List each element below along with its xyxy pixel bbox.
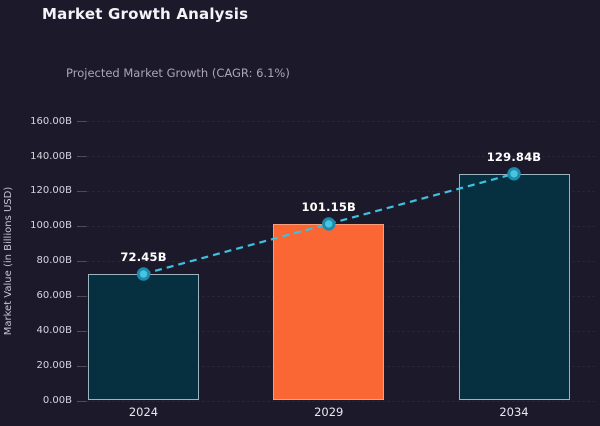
y-tickmark	[77, 400, 87, 402]
y-tick-label: 140.00B	[30, 150, 72, 162]
bar-2024	[88, 274, 199, 401]
gridline	[77, 121, 595, 123]
y-tickmark	[77, 121, 87, 123]
y-tickmark	[77, 156, 87, 158]
y-tickmark	[77, 330, 87, 332]
y-tick-label: 20.00B	[36, 360, 73, 372]
value-label-2029: 101.15B	[301, 199, 357, 214]
y-tick-label: 120.00B	[30, 185, 72, 197]
y-tickmark	[77, 260, 87, 262]
value-label-2024: 72.45B	[120, 250, 167, 264]
y-tick-label: 60.00B	[36, 290, 73, 302]
y-tickmark	[77, 190, 87, 192]
chart-subtitle: Projected Market Growth (CAGR: 6.1%)	[66, 66, 290, 80]
gridline	[77, 400, 595, 402]
x-tick-label-2029: 2029	[314, 404, 344, 419]
x-tick-label-2024: 2024	[128, 404, 159, 419]
y-tick-label: 80.00B	[36, 255, 73, 267]
y-tick-label: 100.00B	[30, 220, 72, 232]
chart-title: Market Growth Analysis	[42, 5, 249, 23]
bar-2029	[273, 223, 385, 401]
y-tickmark	[77, 225, 87, 227]
x-tick-label-2034: 2034	[499, 404, 529, 419]
value-label-2034: 129.84B	[486, 149, 542, 164]
gridline	[77, 156, 595, 158]
bar-2034	[458, 173, 570, 401]
y-tickmark	[77, 295, 87, 297]
y-tick-label: 160.00B	[30, 115, 72, 127]
y-tick-label: 40.00B	[36, 325, 73, 337]
y-tickmark	[77, 365, 87, 367]
y-tick-label: 0.00B	[42, 395, 72, 406]
